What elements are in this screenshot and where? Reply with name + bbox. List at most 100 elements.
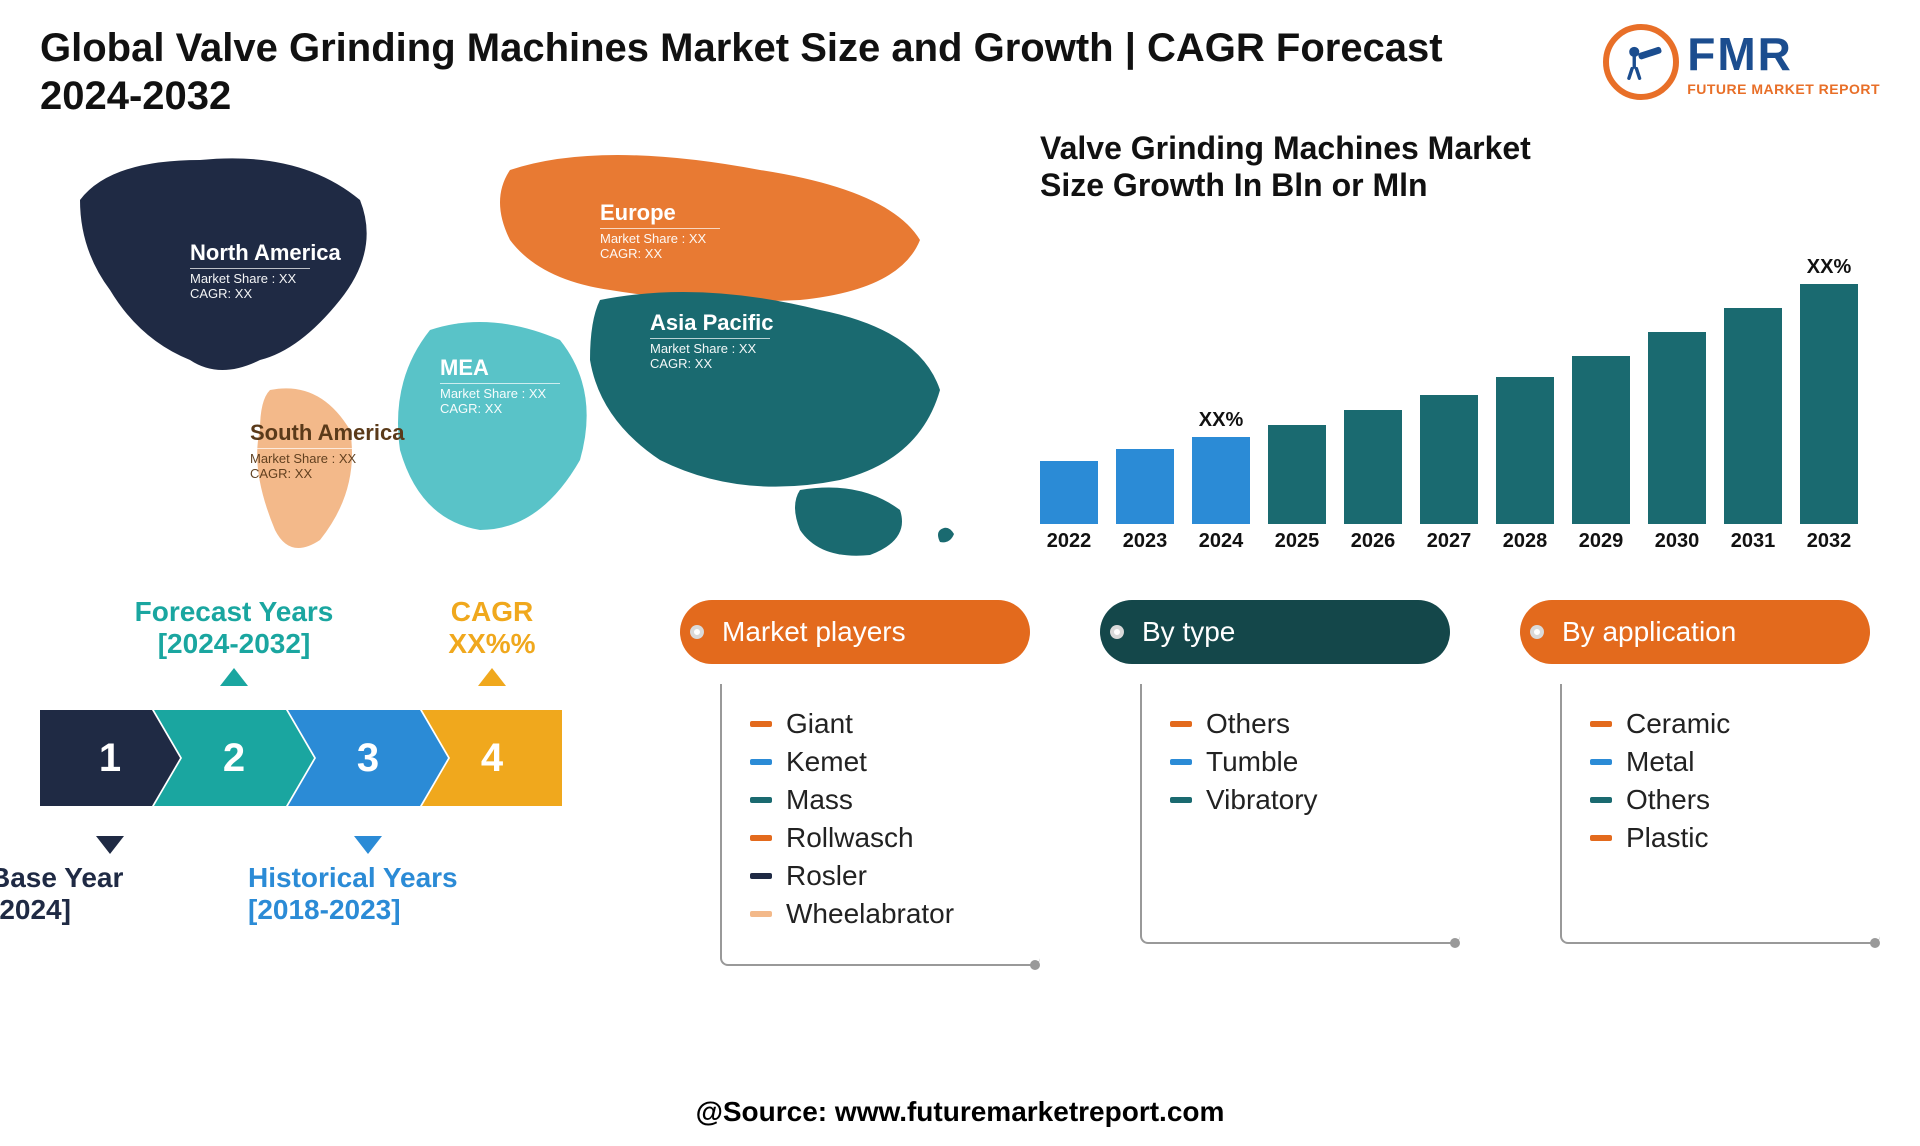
page-title: Global Valve Grinding Machines Market Si…: [40, 24, 1540, 120]
annotation-title: Base Year: [0, 862, 230, 894]
bar-rect: [1496, 377, 1554, 524]
list-item-label: Rollwasch: [786, 822, 914, 854]
list-item-label: Wheelabrator: [786, 898, 954, 930]
upper-section: North AmericaMarket Share : XXCAGR: XXSo…: [40, 130, 1880, 570]
region-australia: [795, 488, 902, 556]
bar-rect: [1040, 461, 1098, 524]
segment-header: By application: [1520, 600, 1870, 664]
chart-bar: [1648, 304, 1706, 524]
list-item: Rollwasch: [750, 822, 1020, 854]
triangle-up-icon: [478, 668, 506, 686]
triangle-down-icon: [354, 836, 382, 854]
list-item: Others: [1590, 784, 1860, 816]
bullet-icon: [1110, 625, 1124, 639]
segment-columns: Market playersGiantKemetMassRollwaschRos…: [680, 600, 1880, 966]
region-label-sa: South AmericaMarket Share : XXCAGR: XX: [250, 420, 404, 481]
brand-logo: FMR FUTURE MARKET REPORT: [1603, 24, 1880, 100]
x-tick: 2028: [1496, 530, 1554, 553]
region-mea: [398, 322, 587, 530]
region-cagr: CAGR: XX: [650, 356, 774, 371]
list-item-label: Others: [1626, 784, 1710, 816]
list-item: Tumble: [1170, 746, 1440, 778]
list-item-label: Plastic: [1626, 822, 1708, 854]
annotation-title: Forecast Years: [124, 596, 344, 628]
bar-rect: [1192, 437, 1250, 524]
list-item: Plastic: [1590, 822, 1860, 854]
bar-rect: [1344, 410, 1402, 524]
region-label-eu: Europe Market Share : XXCAGR: XX: [600, 200, 720, 261]
region-cagr: CAGR: XX: [600, 246, 720, 261]
list-item: Wheelabrator: [750, 898, 1020, 930]
chart-bar: [1116, 421, 1174, 524]
list-item: Kemet: [750, 746, 1020, 778]
dash-icon: [1590, 797, 1612, 803]
region-name: South America: [250, 420, 404, 446]
brand-text: FMR FUTURE MARKET REPORT: [1687, 27, 1880, 97]
bar-rect: [1800, 284, 1858, 524]
timeline: Forecast Years[2024-2032]CAGRXX%% 1234 B…: [40, 600, 640, 966]
region-name: Europe: [600, 200, 720, 226]
chart-bar: [1572, 328, 1630, 524]
brand-subtitle: FUTURE MARKET REPORT: [1687, 81, 1880, 97]
segment-column: By type Others Tumble Vibratory: [1100, 600, 1460, 966]
list-item-label: Tumble: [1206, 746, 1298, 778]
list-item-label: Vibratory: [1206, 784, 1318, 816]
timeline-annotation-top: CAGRXX%%: [382, 596, 602, 686]
region-share: Market Share : XX: [190, 271, 341, 286]
bar-rect: [1572, 356, 1630, 524]
step-number: 3: [357, 736, 379, 781]
segment-column: Market playersGiantKemetMassRollwaschRos…: [680, 600, 1040, 966]
segment-list: CeramicMetalOthersPlastic: [1560, 684, 1880, 944]
brand-acronym: FMR: [1687, 27, 1880, 81]
dash-icon: [750, 797, 772, 803]
triangle-down-icon: [96, 836, 124, 854]
x-tick: 2029: [1572, 530, 1630, 553]
region-label-na: North AmericaMarket Share : XXCAGR: XX: [190, 240, 341, 301]
region-name: MEA: [440, 355, 560, 381]
chart-bar: [1268, 397, 1326, 524]
bar-rect: [1724, 308, 1782, 524]
x-tick: 2025: [1268, 530, 1326, 553]
segment-header: By type: [1100, 600, 1450, 664]
chart-bar: XX%: [1800, 256, 1858, 524]
annotation-sub: [2024-2032]: [124, 628, 344, 660]
timeline-steps: 1234: [40, 710, 640, 806]
triangle-up-icon: [220, 668, 248, 686]
dash-icon: [750, 759, 772, 765]
region-share: Market Share : XX: [600, 231, 720, 246]
chart-bar: [1344, 382, 1402, 524]
bar-annotation: XX%: [1199, 409, 1243, 433]
region-name: North America: [190, 240, 341, 266]
list-item: Vibratory: [1170, 784, 1440, 816]
region-label-mea: MEAMarket Share : XXCAGR: XX: [440, 355, 560, 416]
region-share: Market Share : XX: [650, 341, 774, 356]
bar-rect: [1116, 449, 1174, 524]
segment-column: By applicationCeramicMetalOthersPlastic: [1520, 600, 1880, 966]
list-item-label: Giant: [786, 708, 853, 740]
dash-icon: [750, 873, 772, 879]
x-tick: 2027: [1420, 530, 1478, 553]
list-item: Others: [1170, 708, 1440, 740]
region-label-ap: Asia PacificMarket Share : XXCAGR: XX: [650, 310, 774, 371]
region-cagr: CAGR: XX: [440, 401, 560, 416]
x-tick: 2024: [1192, 530, 1250, 553]
bullet-icon: [690, 625, 704, 639]
chart-bar: [1420, 367, 1478, 524]
annotation-sub: XX%%: [382, 628, 602, 660]
bars-area: XX% XX%: [1040, 224, 1880, 524]
dash-icon: [1590, 759, 1612, 765]
source-attribution: @Source: www.futuremarketreport.com: [0, 1096, 1920, 1128]
chart-bar: [1724, 280, 1782, 524]
dash-icon: [750, 911, 772, 917]
bullet-icon: [1530, 625, 1544, 639]
timeline-step-4: 4: [422, 710, 562, 806]
bar-rect: [1648, 332, 1706, 524]
timeline-annotation-bottom: Historical Years[2018-2023]: [248, 836, 488, 926]
dash-icon: [750, 835, 772, 841]
x-tick: 2022: [1040, 530, 1098, 553]
region-cagr: CAGR: XX: [250, 466, 404, 481]
x-tick: 2023: [1116, 530, 1174, 553]
telescope-icon: [1603, 24, 1679, 100]
dash-icon: [1170, 797, 1192, 803]
step-number: 1: [99, 736, 121, 781]
